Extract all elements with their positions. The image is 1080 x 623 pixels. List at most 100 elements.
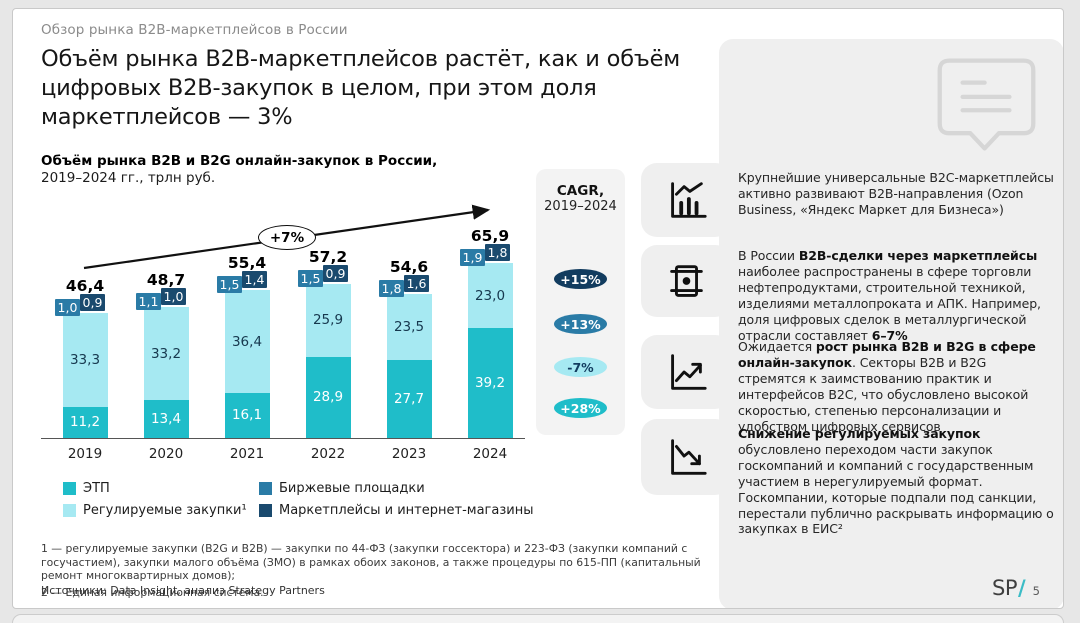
insight-icon-box <box>641 335 731 409</box>
chart-line-up-icon <box>671 354 707 390</box>
insight-icon-box <box>641 163 731 237</box>
bar-badge-marketplaces: 0,9 <box>323 265 348 282</box>
slide-kicker: Обзор рынка B2B-маркетплейсов в России <box>41 22 348 38</box>
bar-total-label: 46,4 <box>65 276 105 295</box>
legend-label: ЭТП <box>83 480 110 496</box>
next-slide-peek <box>12 614 1064 623</box>
bar-segment-etp: 27,7 <box>386 360 432 438</box>
page-number: 5 <box>1032 584 1040 598</box>
bar-segment-etp: 16,1 <box>224 392 270 438</box>
insight-icon-box <box>641 245 731 317</box>
legend-label: Биржевые площадки <box>279 480 425 496</box>
legend-swatch <box>63 481 76 495</box>
x-axis-tick-label: 2023 <box>391 446 427 462</box>
slide-title-line: Объём рынка B2B-маркетплейсов растёт, ка… <box>41 46 680 72</box>
bar-segment-regulated: 36,4 <box>224 290 270 393</box>
slide-title: Объём рынка B2B-маркетплейсов растёт, ка… <box>41 45 741 132</box>
insight-text-bold: B2B-сделки через маркетплейсы <box>798 248 1038 263</box>
bar-badge-marketplaces: 0,9 <box>80 293 105 311</box>
bar-segment-regulated: 25,9 <box>305 284 351 357</box>
insight-text-bold: рост рынка B2B и B2G в сфере онлайн-заку… <box>738 339 1036 370</box>
insight-text-segment: обусловлено переходом части закупок госк… <box>738 441 1054 537</box>
x-axis-tick-label: 2021 <box>229 446 265 462</box>
cagr-badge: +28% <box>554 398 607 418</box>
slide-title-line: цифровых B2B-закупок в целом, при этом д… <box>41 75 597 101</box>
bar-segment-regulated: 23,5 <box>386 294 432 361</box>
x-axis-tick-label: 2022 <box>310 446 346 462</box>
bar-badge-exchange: 1,5 <box>298 270 323 287</box>
chart-title: Объём рынка B2B и B2G онлайн-закупок в Р… <box>41 153 438 169</box>
oil-barrel-icon <box>670 265 703 297</box>
legend-item: Биржевые площадки <box>259 481 533 496</box>
insight-text: Крупнейшие универсальные B2C-маркетплейс… <box>738 170 1056 218</box>
x-axis-line <box>41 438 525 439</box>
bar-badge-marketplaces: 1,8 <box>485 244 510 262</box>
bar-total-label: 57,2 <box>308 248 348 266</box>
insight-text: В России B2B-сделки через маркетплейсы н… <box>738 248 1056 343</box>
bar-segment-regulated: 23,0 <box>467 263 513 328</box>
bar-total-label: 54,6 <box>389 258 429 277</box>
legend-swatch <box>63 503 76 517</box>
insight-icon-box <box>641 419 731 495</box>
cagr-badge: +15% <box>554 269 607 289</box>
insight-text-bold: Снижение регулируемых закупок <box>738 426 981 441</box>
bar-total-label: 65,9 <box>470 227 510 246</box>
cagr-panel: CAGR, 2019–2024 +15% +13% -7% +28% <box>536 169 625 435</box>
insight-text-segment: В России <box>738 248 799 263</box>
sp-logo-slash: / <box>1018 576 1026 600</box>
bar-segment-etp: 13,4 <box>143 400 189 438</box>
x-axis-tick-label: 2020 <box>148 446 184 462</box>
bar-badge-marketplaces: 1,0 <box>161 288 186 306</box>
insights-panel: SP / 5 <box>719 39 1063 608</box>
bar-total-label: 48,7 <box>146 271 186 290</box>
legend-item: ЭТП <box>63 481 259 496</box>
bar-segment-regulated: 33,2 <box>143 307 189 401</box>
insight-text-segment: . Секторы B2B и B2G стремятся к заимство… <box>738 354 1029 434</box>
slide-title-line: маркетплейсов — 3% <box>41 104 293 130</box>
bar-badge-exchange: 1,9 <box>460 249 485 267</box>
insight-text: Снижение регулируемых закупок обусловлен… <box>738 426 1056 537</box>
sources-line: Источники: Data Insight, анализ Strategy… <box>41 584 325 597</box>
slide: Обзор рынка B2B-маркетплейсов в России О… <box>12 8 1064 609</box>
cagr-period: 2019–2024 <box>544 199 617 214</box>
legend-item: Регулируемые закупки¹ <box>63 503 259 518</box>
legend-swatch <box>259 481 272 495</box>
chart-bars-growth-icon <box>671 182 707 218</box>
x-axis-tick-label: 2019 <box>67 446 103 462</box>
bar-badge-marketplaces: 1,4 <box>242 271 267 289</box>
trend-cagr-label: +7% <box>258 225 316 250</box>
footnotes: 1 — регулируемые закупки (B2G и B2B) — з… <box>41 542 729 602</box>
cagr-badge: -7% <box>554 357 607 377</box>
footnote: 1 — регулируемые закупки (B2G и B2B) — з… <box>41 542 701 582</box>
bar-total-label: 55,4 <box>227 254 267 273</box>
bar-badge-exchange: 1,0 <box>55 298 80 316</box>
legend-swatch <box>259 503 272 517</box>
sp-logo-text: SP <box>992 576 1018 600</box>
chart-legend: ЭТП Регулируемые закупки¹ Биржевые площадк… <box>63 477 533 521</box>
insight-text-segment: наиболее распространены в сфере торговли… <box>738 263 1041 343</box>
bar-badge-exchange: 1,1 <box>136 293 161 311</box>
bar-segment-etp: 28,9 <box>305 356 351 438</box>
cagr-badge: +13% <box>554 314 607 334</box>
chart-subtitle: 2019–2024 гг., трлн руб. <box>41 170 216 186</box>
legend-label: Маркетплейсы и интернет-магазины <box>279 502 534 518</box>
footnote: 2 — Единая информационная система. <box>41 585 264 599</box>
chart-line-down-icon <box>671 439 707 475</box>
legend-label: Регулируемые закупки¹ <box>83 502 247 518</box>
bar-segment-etp: 11,2 <box>62 406 108 438</box>
legend-item: Маркетплейсы и интернет-магазины <box>259 503 533 518</box>
bar-segment-regulated: 33,3 <box>62 312 108 407</box>
cagr-header: CAGR, <box>556 183 605 199</box>
bar-badge-marketplaces: 1,6 <box>404 275 429 293</box>
bar-chart: +7% 33,3 11,2 1,0 0,9 46,4 2019 33,2 13,4 1,1 1,0… <box>33 189 545 467</box>
insight-text: Ожидается рост рынка B2B и B2G в сфере о… <box>738 339 1056 434</box>
insight-text-segment: Крупнейшие универсальные B2C-маркетплейс… <box>738 170 1054 217</box>
bar-badge-exchange: 1,5 <box>217 276 242 294</box>
bar-badge-exchange: 1,8 <box>379 280 404 298</box>
x-axis-tick-label: 2024 <box>472 446 508 462</box>
speech-bubble-icon <box>937 58 1036 151</box>
bar-segment-etp: 39,2 <box>467 327 513 438</box>
sp-logo: SP / 5 <box>992 576 1040 600</box>
insight-text-bold: 6–7% <box>871 327 908 343</box>
